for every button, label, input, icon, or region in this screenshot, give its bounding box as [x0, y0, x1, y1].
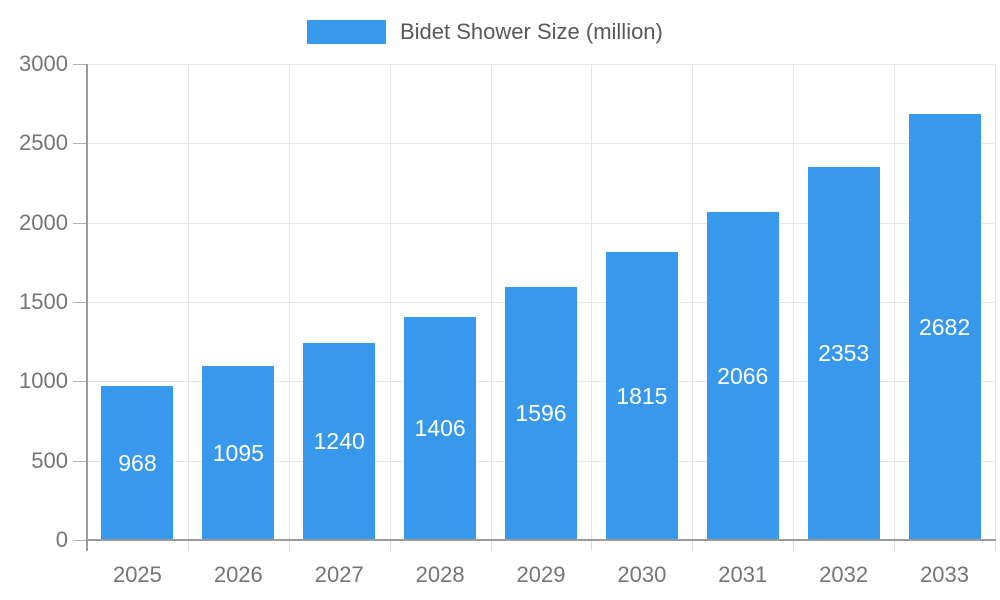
y-gridline [87, 64, 995, 65]
x-axis-label-2030: 2030 [617, 562, 667, 587]
x-axis-tick [389, 540, 391, 551]
bar-value-label: 1815 [616, 382, 668, 409]
legend-swatch-icon [307, 20, 386, 44]
x-axis-label-2026: 2026 [213, 562, 263, 587]
x-gridline [187, 64, 189, 540]
y-axis-tick [73, 381, 87, 383]
y-axis-tick [73, 64, 87, 65]
y-gridline [87, 143, 995, 145]
bar-2030[interactable]: 1815 [605, 252, 678, 540]
bar-value-label: 1596 [515, 399, 567, 426]
x-axis-tick [793, 540, 795, 551]
bar-2033[interactable]: 2682 [908, 114, 981, 540]
legend-label: Bidet Shower Size (million) [400, 19, 663, 44]
y-axis-tick-label: 1500 [19, 289, 68, 314]
x-axis-tick [591, 540, 593, 551]
x-gridline [490, 64, 492, 540]
legend[interactable]: Bidet Shower Size (million) [307, 18, 663, 46]
bar-2025[interactable]: 968 [101, 386, 174, 540]
y-axis-tick [73, 540, 87, 541]
x-gridline [591, 64, 593, 540]
x-axis-label-2025: 2025 [112, 562, 162, 587]
bar-value-label: 1406 [414, 414, 466, 441]
x-axis-label-2032: 2032 [819, 562, 869, 587]
x-axis-label-2028: 2028 [415, 562, 465, 587]
bar-value-label: 2066 [717, 362, 769, 389]
bar-2029[interactable]: 1596 [505, 286, 577, 540]
y-axis-tick-label: 0 [55, 527, 68, 552]
bar-value-label: 2353 [818, 339, 870, 366]
y-gridline [87, 222, 995, 224]
x-gridline [894, 64, 896, 540]
y-axis-tick-label: 2500 [19, 130, 68, 156]
bar-2028[interactable]: 1406 [404, 316, 477, 540]
y-axis-tick-label: 2000 [19, 209, 68, 235]
y-axis-line [86, 64, 88, 551]
x-axis-label-2033: 2033 [920, 562, 970, 587]
bar-2027[interactable]: 1240 [303, 343, 376, 540]
x-gridline [995, 64, 996, 540]
x-axis-line [86, 539, 996, 541]
y-axis-tick [73, 460, 87, 462]
y-axis-tick-label: 3000 [19, 51, 68, 76]
y-axis-tick [73, 143, 87, 145]
x-axis-tick [894, 540, 896, 551]
x-gridline [288, 64, 290, 540]
x-axis-tick [187, 540, 189, 551]
y-axis-tick [73, 222, 87, 224]
y-axis-tick-label: 500 [31, 447, 68, 473]
bar-2026[interactable]: 1095 [202, 366, 275, 540]
x-axis-tick [490, 540, 492, 551]
x-axis-tick [995, 540, 996, 551]
bar-value-label: 2682 [918, 313, 971, 340]
x-gridline [692, 64, 694, 540]
x-gridline [389, 64, 391, 540]
y-axis-tick-label: 1000 [19, 368, 68, 394]
x-axis-label-2027: 2027 [314, 562, 364, 587]
bar-2032[interactable]: 2353 [807, 166, 880, 540]
bar-2031[interactable]: 2066 [706, 212, 779, 540]
bar-value-label: 1095 [212, 439, 264, 466]
y-axis-tick [73, 302, 87, 303]
x-axis-label-2029: 2029 [516, 562, 566, 587]
x-axis-label-2031: 2031 [718, 562, 768, 587]
x-axis-tick [692, 540, 694, 551]
bar-value-label: 1240 [313, 428, 365, 455]
bar-value-label: 968 [118, 449, 157, 476]
x-gridline [793, 64, 795, 540]
x-axis-tick [288, 540, 290, 551]
